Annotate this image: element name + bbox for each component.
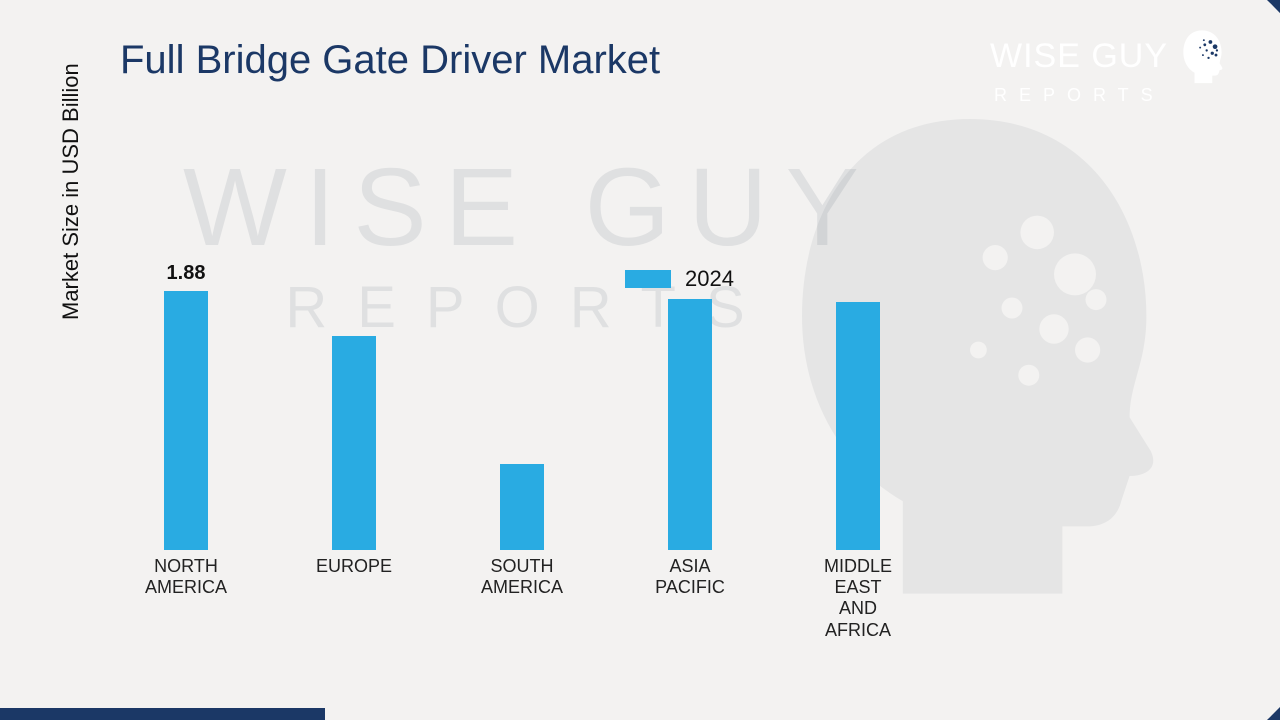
head-icon bbox=[1174, 28, 1230, 84]
x-axis-category-label: MIDDLEEASTANDAFRICA bbox=[788, 556, 928, 641]
logo-line1: WISE GUY bbox=[990, 28, 1250, 84]
y-axis-label: Market Size in USD Billion bbox=[58, 63, 84, 320]
x-axis-category-label: EUROPE bbox=[284, 556, 424, 577]
bar bbox=[332, 336, 376, 550]
logo-line2: REPORTS bbox=[990, 86, 1250, 104]
stage: WISE GUY REPORTS Full Bridge Gate Driver… bbox=[0, 0, 1280, 720]
x-axis-category-label: SOUTHAMERICA bbox=[452, 556, 592, 598]
x-axis-category-label: ASIAPACIFIC bbox=[620, 556, 760, 598]
bar bbox=[836, 302, 880, 550]
brand-logo: WISE GUY REPORTS bbox=[990, 28, 1250, 104]
bar-value-label: 1.88 bbox=[146, 262, 226, 285]
plot-area: 1.88 bbox=[120, 150, 990, 550]
bar bbox=[668, 299, 712, 550]
bottom-accent-bar bbox=[0, 708, 325, 720]
x-axis-category-label: NORTHAMERICA bbox=[116, 556, 256, 598]
bar bbox=[164, 291, 208, 550]
logo-line1-text: WISE GUY bbox=[990, 39, 1168, 73]
chart-title: Full Bridge Gate Driver Market bbox=[120, 38, 660, 83]
bar-chart: 1.88 bbox=[120, 150, 990, 550]
bar bbox=[500, 464, 544, 550]
x-axis-labels: NORTHAMERICAEUROPESOUTHAMERICAASIAPACIFI… bbox=[120, 556, 990, 676]
